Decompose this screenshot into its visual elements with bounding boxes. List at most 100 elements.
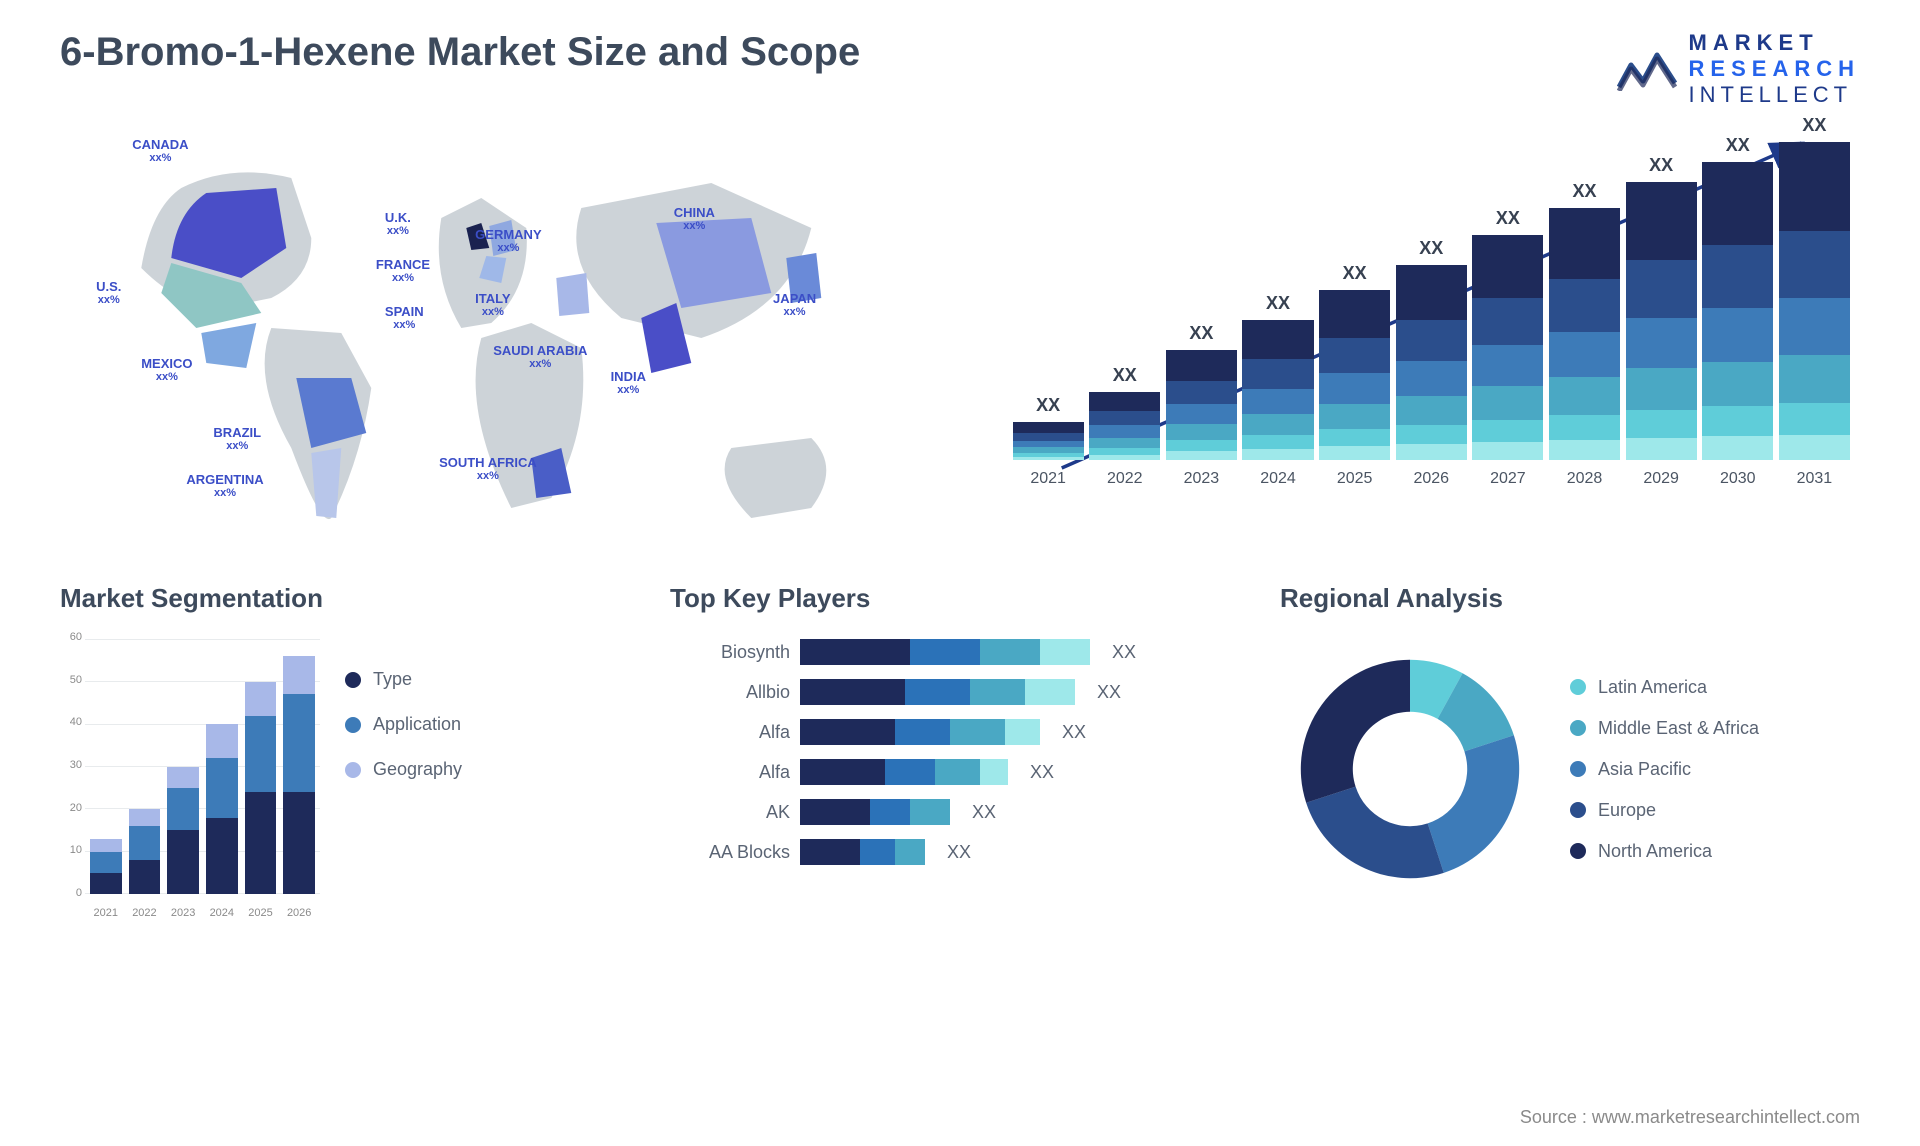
players-title: Top Key Players xyxy=(670,583,1250,614)
bar-segment xyxy=(1242,389,1313,414)
seg-segment xyxy=(167,788,199,831)
legend-dot-icon xyxy=(345,717,361,733)
map-label-u.k.: U.K.xx% xyxy=(385,210,411,237)
player-bar-segment xyxy=(800,839,860,865)
player-name: Biosynth xyxy=(670,642,790,663)
bar-col-2025: XX2025 xyxy=(1319,263,1390,488)
donut-slice xyxy=(1428,735,1520,873)
map-label-italy: ITALYxx% xyxy=(475,291,510,318)
bar-segment xyxy=(1779,231,1850,298)
player-bar xyxy=(800,839,925,865)
map-label-south-africa: SOUTH AFRICAxx% xyxy=(439,455,537,482)
player-bar-segment xyxy=(970,679,1025,705)
map-label-spain: SPAINxx% xyxy=(385,304,424,331)
map-label-saudi-arabia: SAUDI ARABIAxx% xyxy=(493,343,587,370)
legend-dot-icon xyxy=(1570,679,1586,695)
player-row: BiosynthXX xyxy=(670,639,1250,665)
bar-segment xyxy=(1702,362,1773,407)
seg-bar-2024 xyxy=(206,724,238,894)
player-value: XX xyxy=(947,842,971,863)
legend-dot-icon xyxy=(1570,720,1586,736)
seg-segment xyxy=(167,830,199,894)
bar-segment xyxy=(1396,425,1467,445)
bar-segment xyxy=(1702,162,1773,245)
bar-col-2027: XX2027 xyxy=(1472,208,1543,488)
regional-legend: Latin AmericaMiddle East & AfricaAsia Pa… xyxy=(1570,677,1759,862)
y-tick-label: 40 xyxy=(60,716,82,728)
legend-label: Europe xyxy=(1598,800,1656,821)
bar-top-label: XX xyxy=(1343,263,1367,284)
y-tick-label: 60 xyxy=(60,631,82,643)
bar-segment xyxy=(1396,320,1467,361)
source-text: Source : www.marketresearchintellect.com xyxy=(1520,1107,1860,1128)
seg-bar-2023 xyxy=(167,767,199,895)
bar-top-label: XX xyxy=(1649,155,1673,176)
player-bar-segment xyxy=(1005,719,1040,745)
player-bar xyxy=(800,679,1075,705)
bar-top-label: XX xyxy=(1113,365,1137,386)
bar-segment xyxy=(1396,444,1467,460)
player-value: XX xyxy=(972,802,996,823)
legend-item: Type xyxy=(345,669,462,690)
seg-segment xyxy=(245,716,277,793)
player-bar xyxy=(800,799,950,825)
bar-x-label: 2027 xyxy=(1490,470,1526,488)
bar-segment xyxy=(1089,425,1160,437)
legend-label: North America xyxy=(1598,841,1712,862)
y-tick-label: 20 xyxy=(60,802,82,814)
bar-segment xyxy=(1472,442,1543,460)
bar-segment xyxy=(1702,406,1773,436)
legend-item: Geography xyxy=(345,759,462,780)
player-bar-segment xyxy=(895,719,950,745)
map-label-brazil: BRAZILxx% xyxy=(213,425,261,452)
legend-item: North America xyxy=(1570,841,1759,862)
bar-segment xyxy=(1626,368,1697,410)
legend-item: Latin America xyxy=(1570,677,1759,698)
player-row: AlfaXX xyxy=(670,719,1250,745)
seg-segment xyxy=(283,656,315,694)
bar-segment xyxy=(1702,308,1773,362)
bar-col-2021: XX2021 xyxy=(1013,395,1084,488)
player-bar-segment xyxy=(885,759,935,785)
player-bar xyxy=(800,719,1040,745)
seg-x-label: 2024 xyxy=(206,907,238,919)
bar-segment xyxy=(1472,298,1543,345)
bar-top-label: XX xyxy=(1726,135,1750,156)
player-bar-segment xyxy=(860,839,895,865)
player-bar-segment xyxy=(800,639,910,665)
bar-col-2028: XX2028 xyxy=(1549,181,1620,488)
bar-top-label: XX xyxy=(1036,395,1060,416)
legend-label: Middle East & Africa xyxy=(1598,718,1759,739)
player-bar-segment xyxy=(980,759,1008,785)
bar-x-label: 2024 xyxy=(1260,470,1296,488)
seg-segment xyxy=(167,767,199,788)
bar-segment xyxy=(1472,345,1543,386)
seg-x-label: 2025 xyxy=(245,907,277,919)
player-bar-segment xyxy=(910,639,980,665)
player-bar-segment xyxy=(800,799,870,825)
bar-segment xyxy=(1396,361,1467,396)
bar-segment xyxy=(1089,455,1160,460)
seg-segment xyxy=(206,818,238,895)
bar-top-label: XX xyxy=(1419,238,1443,259)
logo-line-2: RESEARCH xyxy=(1689,56,1860,82)
seg-x-label: 2022 xyxy=(129,907,161,919)
legend-dot-icon xyxy=(345,672,361,688)
legend-item: Application xyxy=(345,714,462,735)
legend-dot-icon xyxy=(1570,843,1586,859)
y-tick-label: 50 xyxy=(60,674,82,686)
legend-dot-icon xyxy=(1570,761,1586,777)
donut-slice xyxy=(1306,787,1444,879)
bar-segment xyxy=(1702,436,1773,460)
player-bar-segment xyxy=(950,719,1005,745)
bar-top-label: XX xyxy=(1266,293,1290,314)
legend-label: Application xyxy=(373,714,461,735)
player-bar-segment xyxy=(905,679,970,705)
player-value: XX xyxy=(1030,762,1054,783)
player-value: XX xyxy=(1062,722,1086,743)
bar-segment xyxy=(1779,435,1850,460)
player-bar-segment xyxy=(800,679,905,705)
seg-x-label: 2023 xyxy=(167,907,199,919)
bar-col-2029: XX2029 xyxy=(1626,155,1697,488)
player-bar-segment xyxy=(895,839,925,865)
